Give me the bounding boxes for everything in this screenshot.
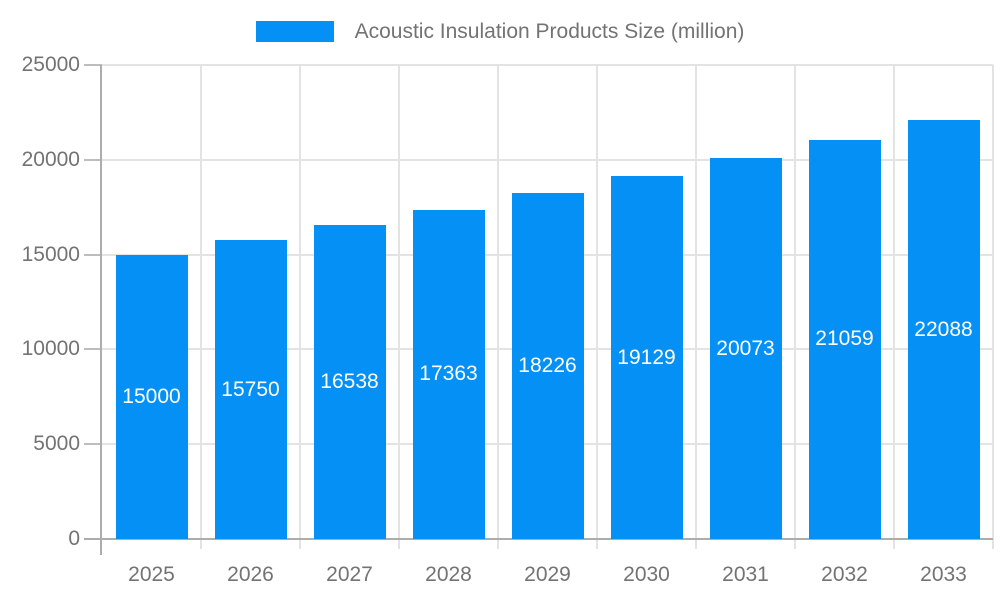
vertical-gridline xyxy=(893,65,895,539)
y-axis-tick xyxy=(84,538,102,540)
y-axis-tick xyxy=(84,348,102,351)
bar: 17363 xyxy=(412,209,485,539)
x-tick-label: 2029 xyxy=(524,563,571,586)
bar-value-label: 15000 xyxy=(122,384,181,408)
y-axis-line xyxy=(100,65,102,555)
bar-value-label: 15750 xyxy=(221,377,280,401)
x-tick-label: 2028 xyxy=(425,563,472,586)
bar-value-label: 20073 xyxy=(716,336,775,360)
vertical-gridline xyxy=(794,65,796,539)
bar: 20073 xyxy=(709,158,782,539)
y-tick-label: 10000 xyxy=(21,337,80,361)
bar-value-label: 19129 xyxy=(617,345,676,369)
x-axis-line xyxy=(102,538,993,540)
y-axis-tick xyxy=(84,64,102,66)
y-tick-label: 5000 xyxy=(33,432,80,456)
vertical-gridline xyxy=(992,65,994,539)
y-axis-tick xyxy=(84,253,102,256)
vertical-gridline xyxy=(497,65,499,539)
bar: 15000 xyxy=(115,254,188,539)
y-axis-tick xyxy=(84,158,102,161)
x-axis-tick xyxy=(398,539,400,549)
x-axis-tick xyxy=(497,539,499,549)
bar-value-label: 17363 xyxy=(419,362,478,386)
x-axis-tick xyxy=(200,539,202,549)
vertical-gridline xyxy=(299,65,301,539)
x-axis-tick xyxy=(299,539,301,549)
x-axis-tick xyxy=(992,539,994,549)
x-axis-tick xyxy=(794,539,796,549)
chart-legend: Acoustic Insulation Products Size (milli… xyxy=(0,20,1000,43)
y-tick-label: 20000 xyxy=(21,147,80,171)
bar-value-label: 21059 xyxy=(815,327,874,351)
legend-series-label: Acoustic Insulation Products Size (milli… xyxy=(354,20,745,43)
x-axis-tick xyxy=(596,539,598,549)
bar: 15750 xyxy=(214,240,287,539)
horizontal-gridline xyxy=(102,158,993,161)
y-tick-label: 25000 xyxy=(21,53,80,76)
x-tick-label: 2031 xyxy=(722,563,769,586)
bar: 19129 xyxy=(610,176,683,539)
x-tick-label: 2025 xyxy=(128,563,175,586)
bar-value-label: 16538 xyxy=(320,370,379,394)
horizontal-gridline xyxy=(102,64,993,66)
x-tick-label: 2033 xyxy=(920,563,967,586)
vertical-gridline xyxy=(596,65,598,539)
bar-value-label: 18226 xyxy=(518,354,577,378)
vertical-gridline xyxy=(398,65,400,539)
y-axis-tick xyxy=(84,443,102,446)
bar: 18226 xyxy=(511,193,584,539)
x-tick-label: 2027 xyxy=(326,563,373,586)
legend-swatch xyxy=(255,21,334,42)
x-axis-tick xyxy=(695,539,697,549)
bar: 16538 xyxy=(313,225,386,539)
y-tick-label: 0 xyxy=(68,527,80,550)
y-tick-label: 15000 xyxy=(21,242,80,266)
vertical-gridline xyxy=(200,65,202,539)
x-tick-label: 2030 xyxy=(623,563,670,586)
bar-value-label: 22088 xyxy=(914,317,973,341)
bar: 21059 xyxy=(808,139,881,539)
vertical-gridline xyxy=(695,65,697,539)
x-tick-label: 2026 xyxy=(227,563,274,586)
x-axis-tick xyxy=(893,539,895,549)
bar: 22088 xyxy=(907,120,980,539)
x-tick-label: 2032 xyxy=(821,563,868,586)
